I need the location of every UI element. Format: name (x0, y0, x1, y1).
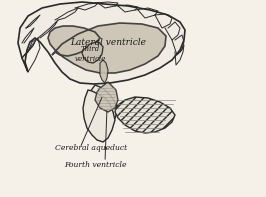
Polygon shape (100, 60, 108, 83)
Text: Cerebral aqueduct: Cerebral aqueduct (55, 144, 127, 152)
Text: Third
ventricle: Third ventricle (74, 45, 106, 63)
Polygon shape (82, 42, 103, 63)
Polygon shape (115, 97, 175, 133)
Polygon shape (18, 2, 185, 84)
Polygon shape (83, 90, 115, 142)
Text: Fourth ventricle: Fourth ventricle (64, 161, 126, 169)
Polygon shape (95, 82, 118, 112)
Polygon shape (88, 85, 118, 128)
Polygon shape (48, 23, 166, 73)
Text: Lateral ventricle: Lateral ventricle (70, 37, 146, 46)
